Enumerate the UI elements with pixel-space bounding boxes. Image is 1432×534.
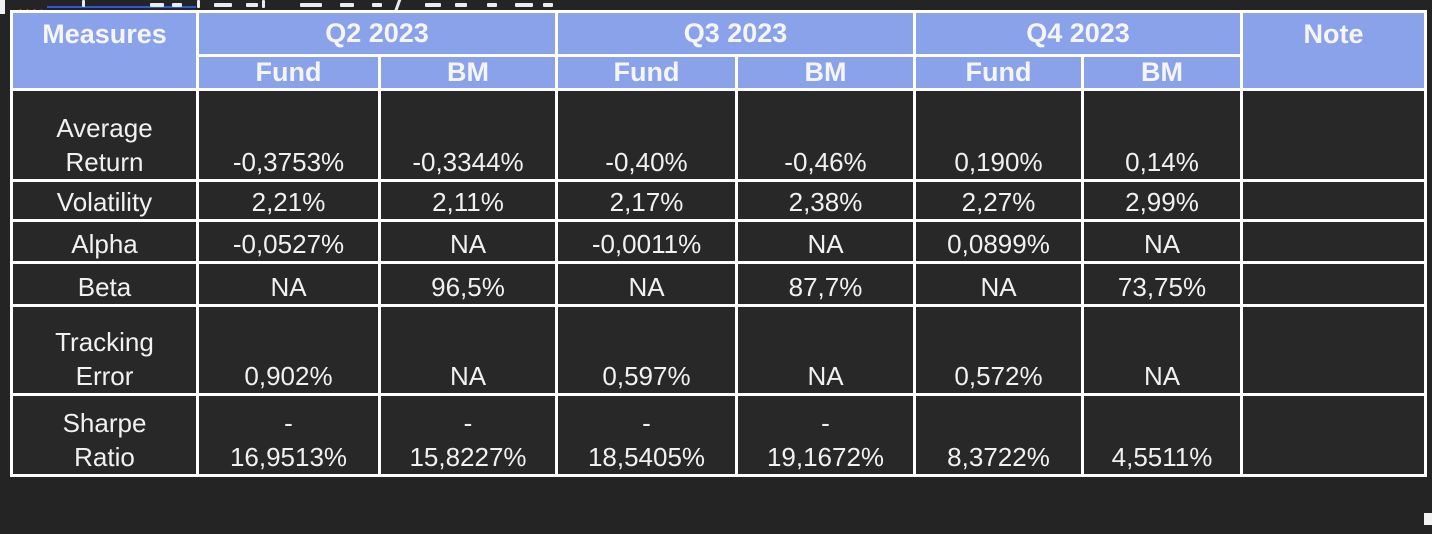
row-label-sharpe-ratio[interactable]: Sharpe Ratio <box>10 393 199 477</box>
subheader-q2-bm[interactable]: BM <box>378 54 558 91</box>
cell-alpha-q2-fund[interactable]: -0,0527% <box>196 219 381 264</box>
cell-volatility-q4-bm[interactable]: 2,99% <box>1081 179 1243 222</box>
subheader-q3-fund[interactable]: Fund <box>555 54 738 91</box>
header-q2-2023[interactable]: Q2 2023 <box>196 10 558 57</box>
cell-tracking-error-q2-fund[interactable]: 0,902% <box>196 304 381 396</box>
corner-handle <box>1424 513 1432 525</box>
cell-average-return-q3-bm[interactable]: -0,46% <box>735 88 916 182</box>
table-row-sharpe-ratio: Sharpe Ratio - 16,9513% - 15,8227% - 18,… <box>10 393 1427 477</box>
cell-tracking-error-note[interactable] <box>1240 304 1427 396</box>
cell-average-return-q3-fund[interactable]: -0,40% <box>555 88 738 182</box>
cell-average-return-q2-fund[interactable]: -0,3753% <box>196 88 381 182</box>
cell-beta-q3-fund[interactable]: NA <box>555 261 738 307</box>
cell-volatility-q2-fund[interactable]: 2,21% <box>196 179 381 222</box>
subheader-q2-fund[interactable]: Fund <box>196 54 381 91</box>
cell-alpha-q3-fund[interactable]: -0,0011% <box>555 219 738 264</box>
cell-volatility-q3-fund[interactable]: 2,17% <box>555 179 738 222</box>
cell-beta-note[interactable] <box>1240 261 1427 307</box>
cell-sharpe-ratio-q4-fund[interactable]: 8,3722% <box>913 393 1084 477</box>
hyperlink-underline[interactable] <box>47 6 196 8</box>
cell-volatility-q3-bm[interactable]: 2,38% <box>735 179 916 222</box>
header-q4-2023[interactable]: Q4 2023 <box>913 10 1243 57</box>
header-q3-2023[interactable]: Q3 2023 <box>555 10 916 57</box>
page-edge-sliver <box>0 0 5 14</box>
cell-sharpe-ratio-q2-fund[interactable]: - 16,9513% <box>196 393 381 477</box>
table-row-alpha: Alpha -0,0527% NA -0,0011% NA 0,0899% NA <box>10 219 1427 264</box>
cell-alpha-q4-fund[interactable]: 0,0899% <box>913 219 1084 264</box>
cell-volatility-q2-bm[interactable]: 2,11% <box>378 179 558 222</box>
cell-beta-q2-bm[interactable]: 96,5% <box>378 261 558 307</box>
row-label-tracking-error[interactable]: Tracking Error <box>10 304 199 396</box>
table-row-volatility: Volatility 2,21% 2,11% 2,17% 2,38% 2,27%… <box>10 179 1427 222</box>
cell-tracking-error-q2-bm[interactable]: NA <box>378 304 558 396</box>
cell-sharpe-ratio-q2-bm[interactable]: - 15,8227% <box>378 393 558 477</box>
cell-average-return-q4-fund[interactable]: 0,190% <box>913 88 1084 182</box>
cell-average-return-note[interactable] <box>1240 88 1427 182</box>
cell-tracking-error-q4-bm[interactable]: NA <box>1081 304 1243 396</box>
cell-beta-q2-fund[interactable]: NA <box>196 261 381 307</box>
cell-volatility-note[interactable] <box>1240 179 1427 222</box>
subheader-q4-bm[interactable]: BM <box>1081 54 1243 91</box>
cell-tracking-error-q4-fund[interactable]: 0,572% <box>913 304 1084 396</box>
subheader-q4-fund[interactable]: Fund <box>913 54 1084 91</box>
table-row-tracking-error: Tracking Error 0,902% NA 0,597% NA 0,572… <box>10 304 1427 396</box>
cell-tracking-error-q3-bm[interactable]: NA <box>735 304 916 396</box>
row-label-volatility[interactable]: Volatility <box>10 179 199 222</box>
subheader-q3-bm[interactable]: BM <box>735 54 916 91</box>
performance-measures-table: Measures Q2 2023 Q3 2023 Q4 2023 Note Fu… <box>10 10 1427 477</box>
table-row-beta: Beta NA 96,5% NA 87,7% NA 73,75% <box>10 261 1427 307</box>
cell-sharpe-ratio-note[interactable] <box>1240 393 1427 477</box>
cell-average-return-q4-bm[interactable]: 0,14% <box>1081 88 1243 182</box>
row-label-beta[interactable]: Beta <box>10 261 199 307</box>
table-row-average-return: Average Return -0,3753% -0,3344% -0,40% … <box>10 88 1427 182</box>
row-label-average-return[interactable]: Average Return <box>10 88 199 182</box>
cell-tracking-error-q3-fund[interactable]: 0,597% <box>555 304 738 396</box>
cell-beta-q3-bm[interactable]: 87,7% <box>735 261 916 307</box>
cell-sharpe-ratio-q3-fund[interactable]: - 18,5405% <box>555 393 738 477</box>
cell-alpha-q3-bm[interactable]: NA <box>735 219 916 264</box>
row-label-alpha[interactable]: Alpha <box>10 219 199 264</box>
header-note[interactable]: Note <box>1240 10 1427 91</box>
cell-average-return-q2-bm[interactable]: -0,3344% <box>378 88 558 182</box>
cell-beta-q4-fund[interactable]: NA <box>913 261 1084 307</box>
header-measures[interactable]: Measures <box>10 10 199 91</box>
cell-sharpe-ratio-q3-bm[interactable]: - 19,1672% <box>735 393 916 477</box>
cell-beta-q4-bm[interactable]: 73,75% <box>1081 261 1243 307</box>
cell-alpha-note[interactable] <box>1240 219 1427 264</box>
cell-volatility-q4-fund[interactable]: 2,27% <box>913 179 1084 222</box>
cell-alpha-q2-bm[interactable]: NA <box>378 219 558 264</box>
cell-sharpe-ratio-q4-bm[interactable]: 4,5511% <box>1081 393 1243 477</box>
cell-alpha-q4-bm[interactable]: NA <box>1081 219 1243 264</box>
